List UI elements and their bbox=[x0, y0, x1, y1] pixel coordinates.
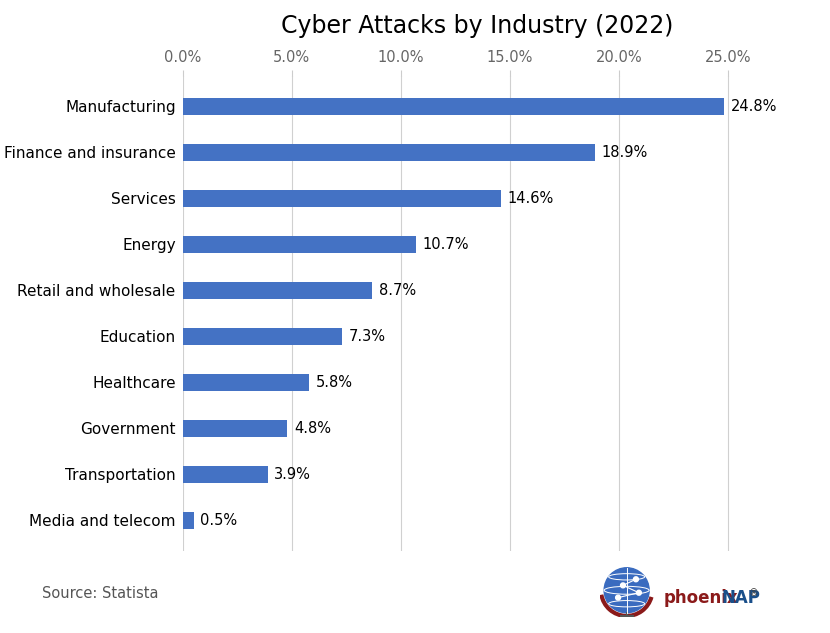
Bar bbox=[183, 373, 310, 391]
Title: Cyber Attacks by Industry (2022): Cyber Attacks by Industry (2022) bbox=[281, 14, 673, 38]
Bar bbox=[183, 466, 268, 483]
Circle shape bbox=[621, 583, 626, 588]
Bar bbox=[183, 328, 342, 345]
Text: 8.7%: 8.7% bbox=[379, 283, 416, 298]
Bar bbox=[183, 420, 287, 437]
Text: Source: Statista: Source: Statista bbox=[42, 586, 158, 601]
Bar bbox=[183, 97, 724, 115]
Text: 10.7%: 10.7% bbox=[422, 237, 469, 252]
Text: 4.8%: 4.8% bbox=[294, 421, 331, 436]
Text: phoenix: phoenix bbox=[664, 589, 739, 607]
Circle shape bbox=[633, 577, 638, 582]
Circle shape bbox=[604, 568, 649, 613]
Text: NAP: NAP bbox=[721, 589, 760, 607]
Bar bbox=[183, 144, 595, 161]
Bar bbox=[183, 511, 193, 529]
Circle shape bbox=[616, 595, 621, 600]
Bar bbox=[183, 189, 501, 207]
Text: 24.8%: 24.8% bbox=[730, 99, 777, 114]
Text: 5.8%: 5.8% bbox=[315, 375, 353, 390]
Circle shape bbox=[637, 590, 642, 595]
Bar bbox=[183, 282, 373, 299]
Text: 14.6%: 14.6% bbox=[508, 191, 554, 206]
Text: 3.9%: 3.9% bbox=[274, 467, 311, 482]
Text: 0.5%: 0.5% bbox=[200, 513, 237, 528]
Text: ®: ® bbox=[749, 588, 759, 598]
Text: 7.3%: 7.3% bbox=[349, 329, 385, 344]
Bar bbox=[183, 235, 416, 253]
Text: 18.9%: 18.9% bbox=[602, 145, 648, 160]
